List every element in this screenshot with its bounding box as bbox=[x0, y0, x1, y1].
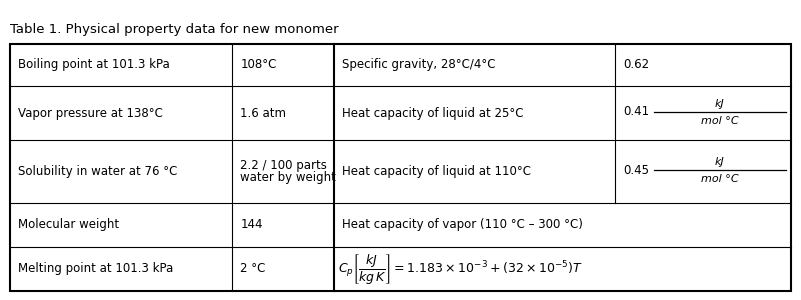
Text: kJ: kJ bbox=[715, 99, 725, 109]
Text: Heat capacity of liquid at 110°C: Heat capacity of liquid at 110°C bbox=[342, 165, 531, 178]
Text: 108°C: 108°C bbox=[240, 58, 277, 71]
Text: Molecular weight: Molecular weight bbox=[18, 218, 119, 231]
Text: 2 °C: 2 °C bbox=[240, 262, 266, 275]
Text: Boiling point at 101.3 kPa: Boiling point at 101.3 kPa bbox=[18, 58, 169, 71]
Text: 2.2 / 100 parts: 2.2 / 100 parts bbox=[240, 159, 328, 172]
Text: mol °C: mol °C bbox=[701, 116, 739, 126]
Text: Table 1. Physical property data for new monomer: Table 1. Physical property data for new … bbox=[10, 23, 338, 36]
Text: 1.6 atm: 1.6 atm bbox=[240, 107, 287, 120]
Text: 144: 144 bbox=[240, 218, 263, 231]
Text: water by weight: water by weight bbox=[240, 171, 336, 184]
Bar bbox=[10, 44, 791, 291]
Text: 0.41: 0.41 bbox=[623, 105, 650, 118]
Text: Vapor pressure at 138°C: Vapor pressure at 138°C bbox=[18, 107, 163, 120]
Text: 0.62: 0.62 bbox=[623, 58, 650, 71]
Text: kJ: kJ bbox=[715, 157, 725, 167]
Text: Heat capacity of vapor (110 °C – 300 °C): Heat capacity of vapor (110 °C – 300 °C) bbox=[342, 218, 583, 231]
Text: Melting point at 101.3 kPa: Melting point at 101.3 kPa bbox=[18, 262, 173, 275]
Text: Specific gravity, 28°C/4°C: Specific gravity, 28°C/4°C bbox=[342, 58, 496, 71]
Text: 0.45: 0.45 bbox=[623, 164, 650, 176]
Text: Heat capacity of liquid at 25°C: Heat capacity of liquid at 25°C bbox=[342, 107, 524, 120]
Text: Solubility in water at 76 °C: Solubility in water at 76 °C bbox=[18, 165, 177, 178]
Text: mol °C: mol °C bbox=[701, 174, 739, 184]
Text: $C_p\left[\dfrac{kJ}{kg\,K}\right] = 1.183 \times 10^{-3} + (32 \times 10^{-5})T: $C_p\left[\dfrac{kJ}{kg\,K}\right] = 1.1… bbox=[338, 252, 583, 286]
